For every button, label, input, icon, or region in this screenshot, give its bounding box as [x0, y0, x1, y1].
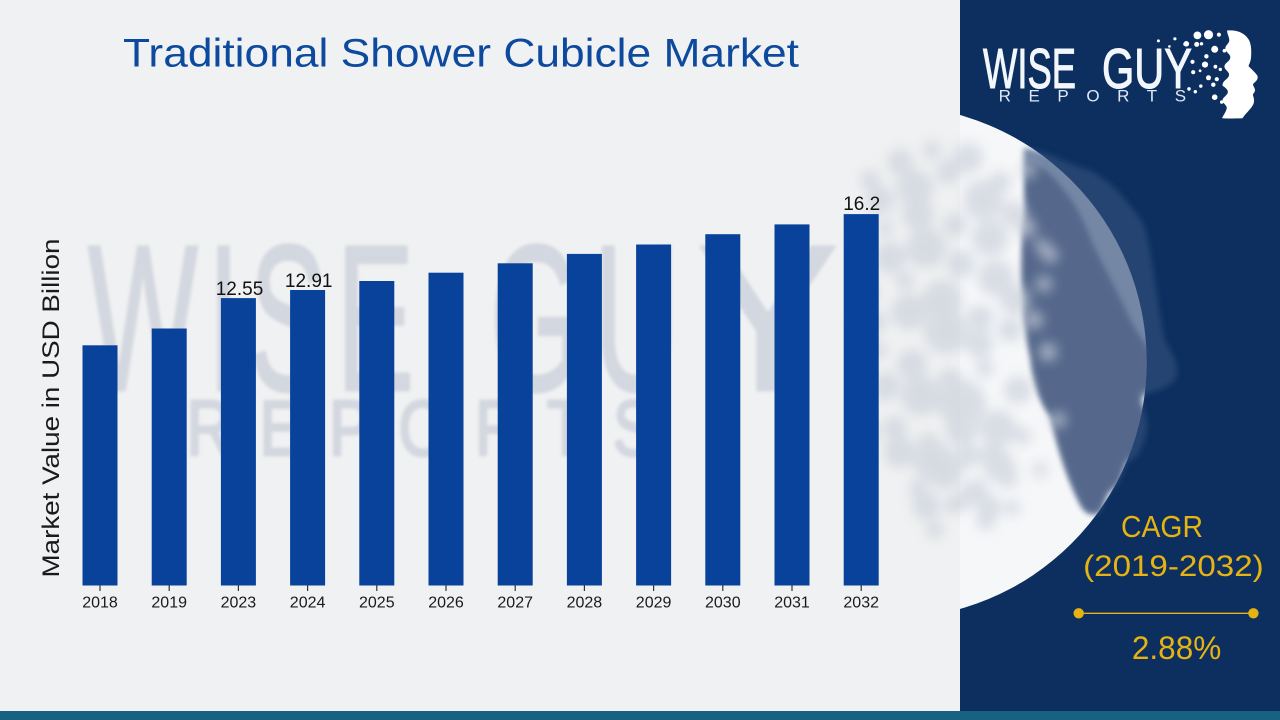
- svg-text:(2019-2032): (2019-2032): [1083, 550, 1264, 583]
- svg-text:WISE: WISE: [983, 37, 1076, 101]
- svg-text:GUY: GUY: [1102, 37, 1192, 101]
- svg-text:REPORTS: REPORTS: [999, 87, 1204, 106]
- svg-text:Market Value in USD Billion: Market Value in USD Billion: [38, 239, 65, 578]
- svg-text:2029: 2029: [636, 595, 672, 612]
- svg-text:2018: 2018: [82, 595, 118, 612]
- svg-text:2028: 2028: [567, 595, 603, 612]
- svg-text:2019: 2019: [151, 595, 187, 612]
- svg-text:2031: 2031: [774, 595, 810, 612]
- svg-text:2032: 2032: [843, 595, 879, 612]
- svg-text:2027: 2027: [497, 595, 533, 612]
- svg-text:16.2: 16.2: [843, 194, 880, 215]
- svg-text:2.88%: 2.88%: [1132, 630, 1221, 666]
- svg-text:12.55: 12.55: [216, 279, 264, 300]
- svg-text:12.91: 12.91: [285, 271, 333, 292]
- svg-text:CAGR: CAGR: [1121, 509, 1203, 544]
- svg-text:Traditional Shower Cubicle Mar: Traditional Shower Cubicle Market: [123, 32, 799, 76]
- svg-text:2026: 2026: [428, 595, 464, 612]
- svg-text:2025: 2025: [359, 595, 395, 612]
- svg-text:2030: 2030: [705, 595, 741, 612]
- svg-text:2023: 2023: [221, 595, 257, 612]
- svg-text:2024: 2024: [290, 595, 326, 612]
